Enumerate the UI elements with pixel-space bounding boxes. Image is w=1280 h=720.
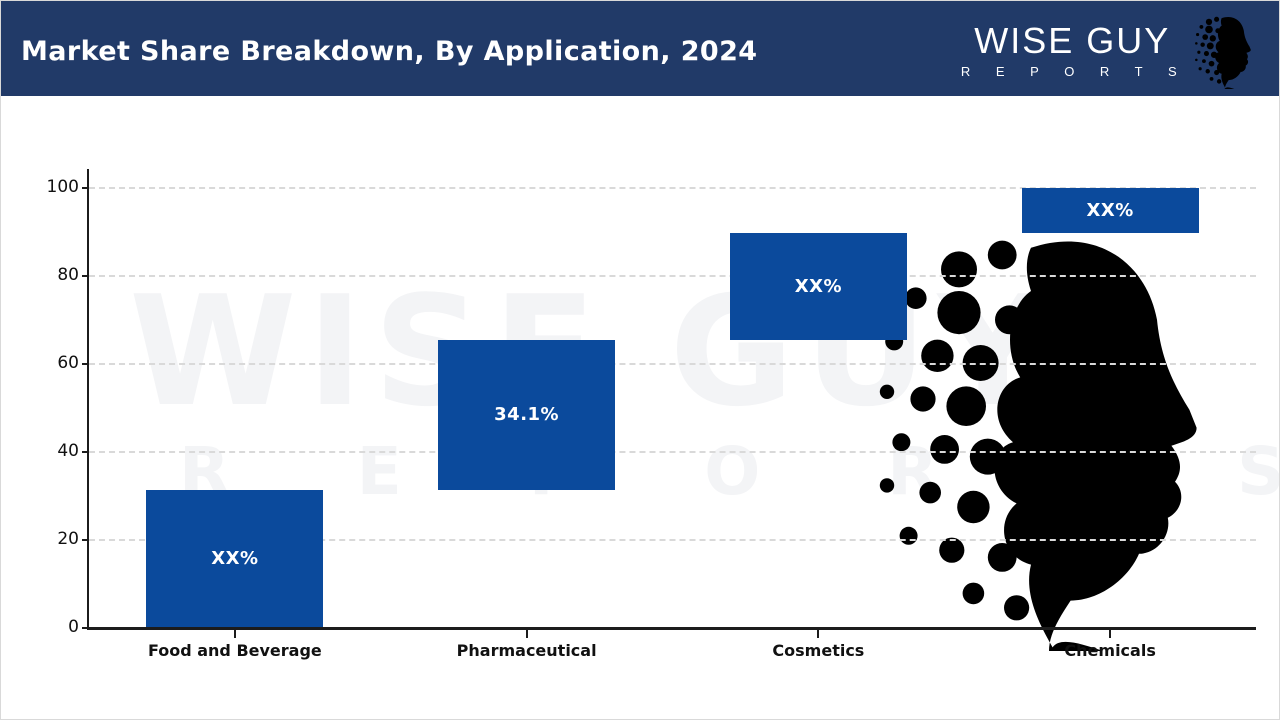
- header-banner: Market Share Breakdown, By Application, …: [1, 1, 1279, 96]
- wise-guy-reports-logo: WISE GUY R E P O R T S: [957, 9, 1253, 89]
- x-axis-tick: [233, 630, 236, 638]
- y-tick-label: 20: [57, 529, 79, 549]
- bar-segment-cosmetics: XX%: [729, 232, 907, 340]
- y-axis-tick: [82, 275, 89, 277]
- bar-value-label: XX%: [211, 548, 259, 570]
- x-axis-tick: [525, 630, 528, 638]
- y-axis-tick: [82, 627, 89, 629]
- logo-subtitle: R E P O R T S: [960, 64, 1188, 79]
- y-tick-label: 80: [57, 265, 79, 285]
- x-category-label: Chemicals: [1064, 641, 1156, 660]
- gridline: [89, 363, 1256, 365]
- gridline: [89, 275, 1256, 277]
- bar-segment-chemicals: XX%: [1021, 188, 1199, 233]
- gridline: [89, 539, 1256, 541]
- page-title: Market Share Breakdown, By Application, …: [21, 36, 758, 67]
- y-axis-line: [87, 169, 89, 630]
- bar-value-label: XX%: [1086, 199, 1134, 221]
- x-category-label: Pharmaceutical: [456, 641, 597, 660]
- bar-segment-food-and-beverage: XX%: [146, 489, 324, 628]
- bar-value-label: 34.1%: [494, 404, 560, 426]
- y-axis-tick: [82, 539, 89, 541]
- y-axis-tick: [82, 451, 89, 453]
- y-axis-tick: [82, 187, 89, 189]
- bar-segment-pharmaceutical: 34.1%: [438, 339, 616, 490]
- x-category-label: Cosmetics: [772, 641, 865, 660]
- logo-text: WISE GUY R E P O R T S: [957, 20, 1188, 79]
- logo-wordmark: WISE GUY: [974, 20, 1171, 61]
- x-axis-tick: [817, 630, 820, 638]
- gridline: [89, 451, 1256, 453]
- y-tick-label: 40: [57, 441, 79, 461]
- y-axis-tick: [82, 363, 89, 365]
- y-tick-label: 60: [57, 353, 79, 373]
- x-axis-line: [87, 627, 1256, 630]
- logo-head-icon: [1190, 13, 1253, 89]
- bar-value-label: XX%: [794, 275, 843, 297]
- y-tick-label: 0: [68, 617, 79, 637]
- x-axis-tick: [1109, 630, 1112, 638]
- gridline: [89, 187, 1256, 189]
- y-tick-label: 100: [46, 177, 79, 197]
- x-category-label: Food and Beverage: [147, 641, 322, 660]
